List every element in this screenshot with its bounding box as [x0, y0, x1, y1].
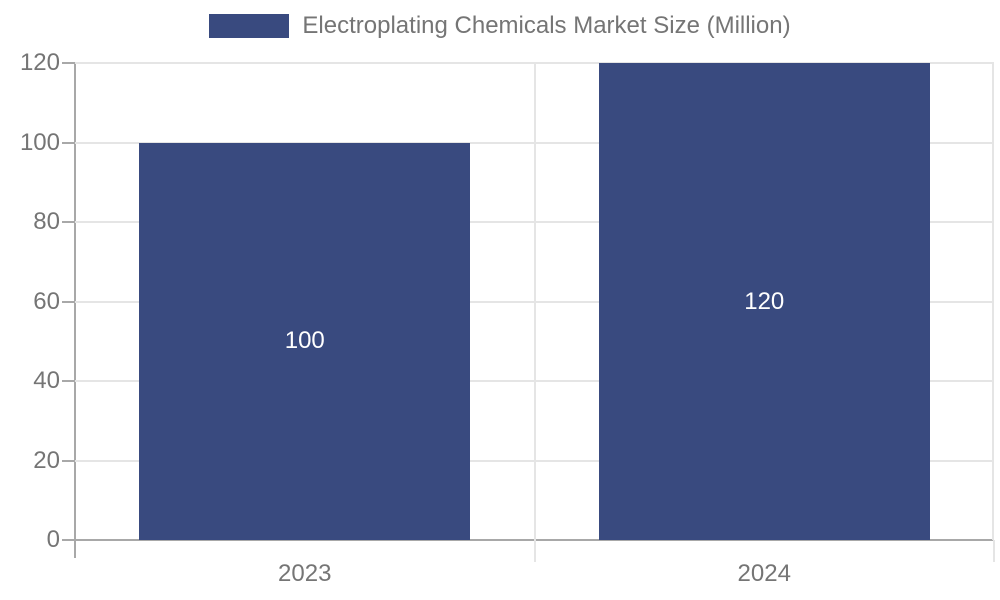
chart-legend[interactable]: Electroplating Chemicals Market Size (Mi…	[0, 14, 1000, 38]
bar-value-label-2024: 120	[744, 287, 785, 315]
category-boundary-line-1	[533, 63, 536, 540]
bar-2023: 100	[139, 142, 471, 540]
y-tick-label-20: 20	[33, 446, 60, 474]
y-tick-mark-40	[62, 380, 75, 382]
y-tick-label-40: 40	[33, 367, 60, 394]
y-tick-mark-60	[62, 300, 75, 303]
y-tick-mark-80	[62, 221, 75, 223]
legend-swatch-icon	[209, 14, 290, 38]
y-tick-label-0: 0	[46, 526, 60, 553]
bar-value-label-2023: 100	[284, 327, 325, 355]
y-tick-label-80: 80	[33, 208, 60, 235]
category-boundary-line-2	[992, 63, 994, 540]
y-tick-mark-0	[62, 539, 75, 541]
bar-2024: 120	[598, 63, 930, 540]
x-tick-label-2023: 2023	[278, 560, 332, 587]
y-axis-line	[74, 63, 76, 558]
x-tick-mark-2	[993, 540, 995, 562]
y-tick-mark-100	[62, 141, 75, 144]
y-tick-mark-20	[62, 459, 75, 462]
y-tick-mark-120	[62, 62, 75, 64]
y-tick-label-60: 60	[33, 287, 60, 315]
plot-area: 100 120	[75, 62, 994, 540]
x-tick-label-2024: 2024	[737, 560, 791, 587]
legend-label: Electroplating Chemicals Market Size (Mi…	[302, 12, 791, 39]
x-tick-mark-1	[533, 540, 536, 562]
y-tick-label-120: 120	[19, 49, 60, 76]
y-tick-label-100: 100	[19, 128, 60, 156]
